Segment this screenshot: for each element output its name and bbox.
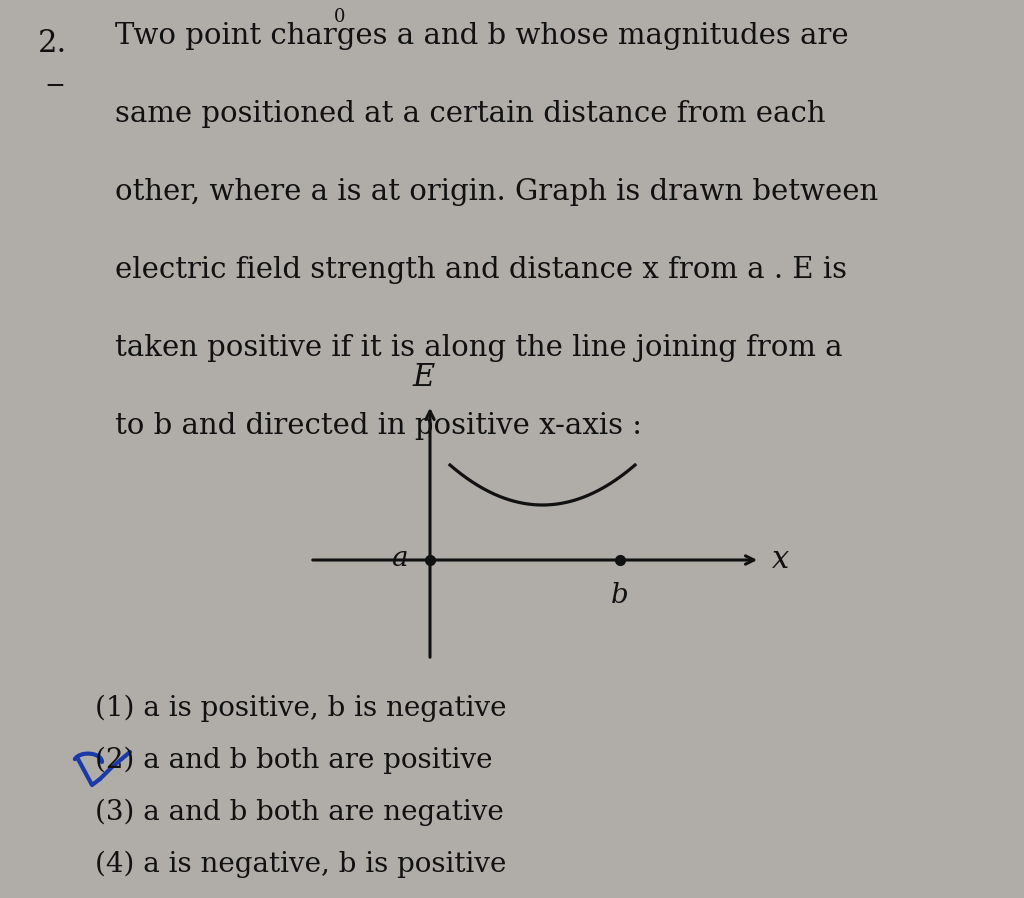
Text: other, where a is at origin. Graph is drawn between: other, where a is at origin. Graph is dr… [115,178,879,206]
Text: E: E [413,362,435,393]
Text: b: b [611,582,629,609]
Text: (3) a and b both are negative: (3) a and b both are negative [95,799,504,826]
Text: (2) a and b both are positive: (2) a and b both are positive [95,747,493,774]
Text: electric field strength and distance x from a . E is: electric field strength and distance x f… [115,256,847,284]
Text: (1) a is positive, b is negative: (1) a is positive, b is negative [95,695,507,722]
Text: Two point charges a and b whose magnitudes are: Two point charges a and b whose magnitud… [115,22,849,50]
Text: (4) a is negative, b is positive: (4) a is negative, b is positive [95,851,507,878]
Text: x: x [772,544,790,576]
Text: taken positive if it is along the line joining from a: taken positive if it is along the line j… [115,334,843,362]
Text: same positioned at a certain distance from each: same positioned at a certain distance fr… [115,100,825,128]
Text: 2.: 2. [38,28,68,59]
Text: −: − [44,75,65,98]
Text: to b and directed in positive x-axis :: to b and directed in positive x-axis : [115,412,642,440]
Text: a: a [391,544,408,571]
Text: 0: 0 [334,8,346,26]
